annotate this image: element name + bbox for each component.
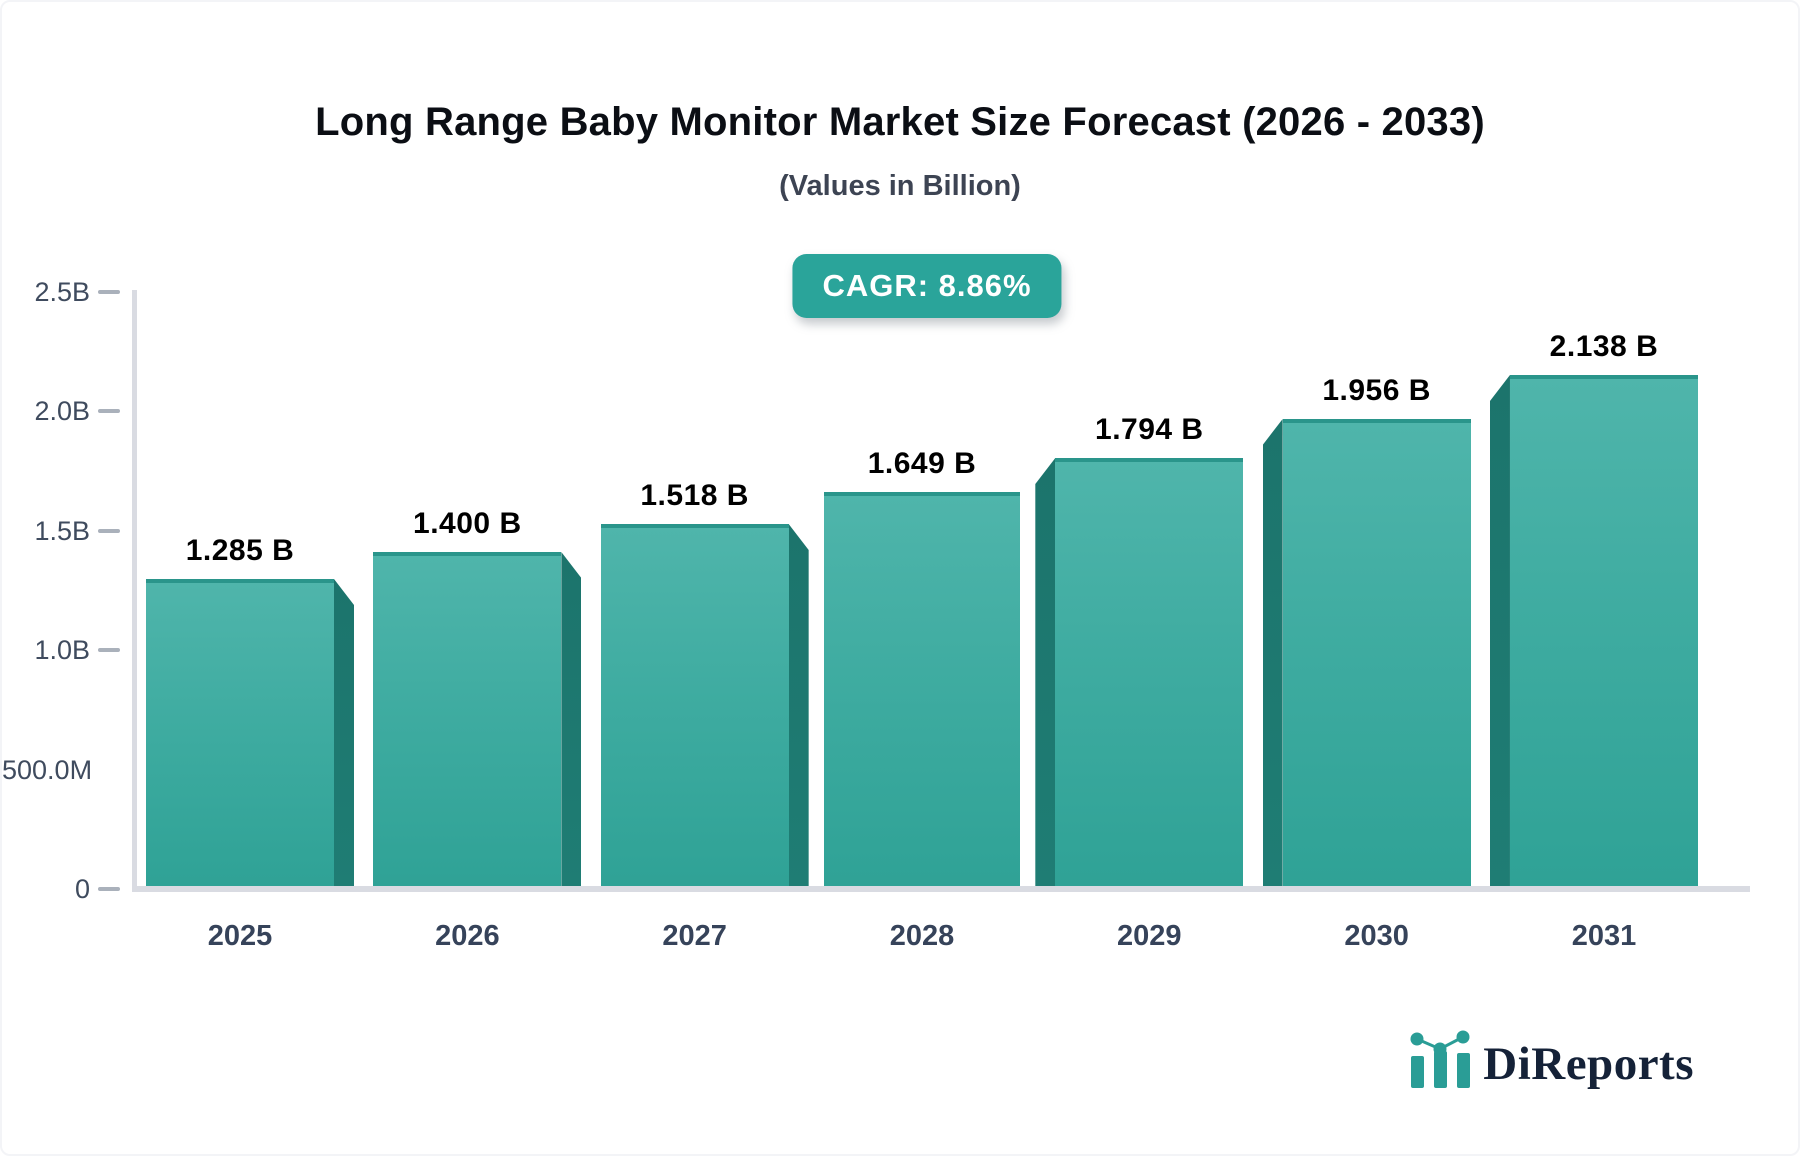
bar-3d-side: [1262, 419, 1283, 886]
y-tick-mark-2.0B: [98, 409, 120, 414]
bar-2027: [600, 524, 809, 886]
y-tick-mark-1.5B: [98, 528, 120, 533]
bar-2029: [1035, 458, 1244, 886]
x-axis-label-2031: 2031: [1571, 920, 1637, 952]
bar-chart-logo-icon: [1409, 1030, 1473, 1093]
x-axis-baseline: [132, 886, 1750, 892]
bar-3d-side: [1035, 458, 1056, 886]
page-subtitle: (Values in Billion): [779, 170, 1021, 202]
bar-3d-side: [561, 552, 582, 886]
bar-value-label-2030: 1.956 B: [1322, 374, 1431, 407]
bar-face: [1055, 458, 1244, 886]
direports-logo: DiReports: [1409, 1030, 1694, 1093]
bar-3d-side: [1489, 375, 1510, 886]
y-tick-label-1.5B: 1.5B: [34, 515, 90, 546]
x-axis-label-2029: 2029: [1117, 920, 1182, 952]
bar-value-label-2027: 1.518 B: [640, 479, 749, 512]
bar-value-label-2029: 1.794 B: [1095, 413, 1204, 446]
bar-face: [146, 579, 334, 886]
x-axis-label-2028: 2028: [889, 920, 955, 952]
bar-face: [1509, 375, 1698, 886]
bar-value-label-2025: 1.285 B: [185, 534, 295, 567]
bar-face: [823, 492, 1020, 886]
bar-value-label-2028: 1.649 B: [867, 447, 977, 480]
bar-2028: [823, 492, 1020, 886]
x-axis-label-2026: 2026: [435, 920, 500, 952]
bar-2030: [1262, 419, 1471, 886]
x-axis-label-2025: 2025: [207, 920, 273, 952]
cagr-badge: CAGR: 8.86%: [792, 254, 1062, 318]
y-tick-mark-0: [98, 887, 120, 891]
y-tick-mark-1.0B: [98, 648, 120, 653]
logo-text: DiReports: [1483, 1038, 1694, 1090]
y-tick-label-500.0M: 500.0M: [2, 754, 93, 785]
bar-face: [600, 524, 789, 886]
y-tick-label-2.5B: 2.5B: [34, 277, 90, 307]
bar-2025: [146, 579, 354, 886]
bar-2026: [373, 552, 582, 886]
y-tick-label-1.0B: 1.0B: [34, 635, 90, 666]
x-axis-label-2030: 2030: [1344, 920, 1409, 952]
x-axis-label-2027: 2027: [662, 920, 727, 952]
y-tick-label-2.0B: 2.0B: [34, 396, 90, 427]
bar-3d-side: [334, 579, 354, 886]
bar-value-label-2026: 1.400 B: [413, 507, 522, 540]
bar-face: [1282, 419, 1471, 886]
page-title: Long Range Baby Monitor Market Size Fore…: [315, 100, 1485, 144]
bar-face: [373, 552, 562, 886]
bar-2031: [1489, 375, 1698, 886]
y-tick-label-0: 0: [74, 874, 90, 904]
y-axis-line: [132, 290, 137, 886]
bar-value-label-2031: 2.138 B: [1549, 330, 1659, 363]
y-tick-mark-2.5B: [98, 290, 120, 294]
bar-3d-side: [788, 524, 809, 886]
